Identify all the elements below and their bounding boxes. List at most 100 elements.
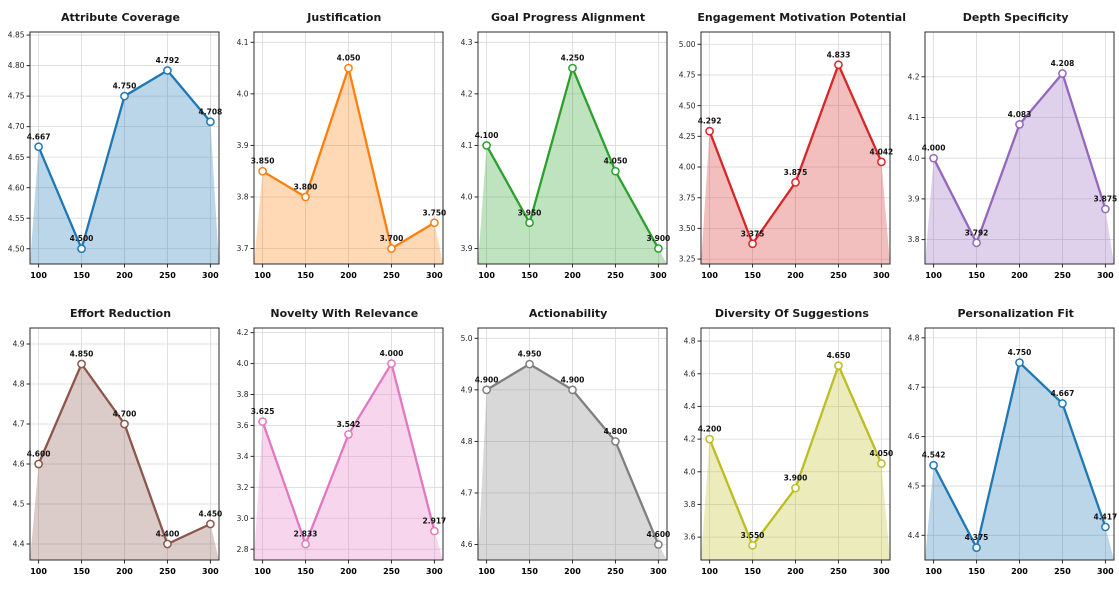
subplot-diversity-of-suggestions: Diversity Of Suggestions 3.6 3.8 4.0 4.2 4.4 4… (671, 296, 895, 592)
chart-canvas: 4.4 4.5 4.6 4.7 4.8 100 150 200 250 300 4.542 4.375… (908, 327, 1117, 576)
chart-canvas: 3.7 3.8 3.9 4.0 4.1 100 150 200 250 300 3.850 3.800… (236, 31, 446, 280)
data-point-label: 4.400 (156, 530, 180, 539)
x-axis-tick-label: 150 (968, 567, 985, 576)
subplot-actionability: Actionability 4.6 4.7 4.8 4.9 5.0 100 150 200 250… (448, 296, 672, 592)
y-axis-tick-label: 3.6 (236, 421, 248, 430)
y-axis-tick-label: 2.8 (236, 545, 248, 554)
data-point-marker (1058, 69, 1067, 78)
area-fill (701, 64, 891, 264)
x-axis-tick-label: 250 (607, 567, 624, 576)
x-axis-tick-label: 100 (30, 567, 47, 576)
x-axis-tick-label: 200 (116, 567, 133, 576)
data-point-label: 3.375 (741, 229, 765, 238)
x-axis-tick-label: 200 (340, 567, 357, 576)
chart-canvas: 4.4 4.5 4.6 4.7 4.8 4.9 100 150 200 250 300 4.600 4.… (13, 327, 222, 576)
y-axis-tick-label: 4.4 (908, 531, 920, 540)
data-point-marker (705, 126, 715, 136)
x-axis-tick-label: 150 (745, 271, 762, 280)
data-point-marker (429, 526, 439, 536)
data-point-marker (343, 63, 353, 73)
x-axis-tick-label: 200 (1011, 271, 1028, 280)
data-point-marker (972, 543, 982, 553)
data-point-marker (877, 157, 887, 167)
x-axis-tick-label: 300 (202, 271, 219, 280)
y-axis-tick-label: 4.6 (460, 540, 472, 549)
y-axis-tick-label: 4.6 (684, 369, 696, 378)
data-point-label: 3.700 (379, 234, 403, 243)
x-axis-tick-label: 300 (426, 567, 443, 576)
y-axis-tick-label: 4.0 (236, 89, 248, 98)
y-axis-tick-label: 4.85 (8, 31, 25, 40)
x-axis-tick-label: 100 (30, 271, 47, 280)
data-point-label: 4.250 (560, 54, 584, 63)
area-fill (925, 73, 1115, 264)
subplot-novelty-with-relevance: Novelty With Relevance 2.8 3.0 3.2 3.4 3.6 3.8… (224, 296, 448, 592)
x-axis-tick-label: 250 (159, 567, 176, 576)
chart-title: Diversity Of Suggestions (714, 307, 869, 320)
y-axis-tick-label: 3.9 (460, 244, 472, 253)
data-point-marker (1058, 399, 1067, 408)
data-point-label: 3.792 (965, 228, 989, 237)
data-point-label: 4.000 (379, 349, 403, 358)
x-axis-tick-label: 150 (73, 271, 90, 280)
data-point-marker (1101, 522, 1110, 532)
x-axis-tick-label: 100 (254, 567, 271, 576)
data-point-marker (343, 430, 353, 439)
data-point-label: 4.100 (474, 131, 498, 140)
chart-canvas: 3.9 4.0 4.1 4.2 4.3 100 150 200 250 300 4.100 3.950… (460, 31, 670, 280)
data-point-label: 4.792 (156, 56, 180, 65)
subplot-attribute-coverage: Attribute Coverage 4.50 4.55 4.60 4.65 4.70 4.… (0, 0, 224, 296)
data-point-label: 4.708 (199, 107, 223, 116)
x-axis-tick-label: 200 (340, 271, 357, 280)
x-axis-tick-label: 250 (607, 271, 624, 280)
x-axis-tick-label: 150 (521, 567, 538, 576)
y-axis-tick-label: 4.9 (460, 385, 472, 394)
y-axis-tick-label: 3.7 (236, 244, 248, 253)
data-point-marker (610, 437, 620, 446)
data-point-marker (258, 166, 267, 176)
data-point-label: 4.050 (870, 449, 894, 458)
data-point-label: 4.500 (70, 234, 94, 243)
data-point-marker (653, 540, 663, 549)
data-point-label: 4.000 (922, 144, 946, 153)
data-point-label: 4.542 (922, 451, 946, 460)
x-axis-tick-label: 250 (1054, 567, 1071, 576)
data-point-label: 3.900 (784, 474, 808, 483)
data-point-marker (653, 244, 663, 253)
y-axis-tick-label: 4.5 (13, 500, 25, 509)
data-point-label: 4.667 (27, 132, 51, 141)
y-axis-tick-label: 4.2 (460, 89, 472, 98)
data-point-marker (386, 359, 396, 368)
data-point-marker (929, 153, 939, 163)
data-point-label: 4.950 (517, 350, 541, 359)
y-axis-tick-label: 4.7 (908, 383, 920, 392)
data-point-label: 4.900 (474, 375, 498, 384)
data-point-marker (386, 244, 396, 253)
data-point-label: 3.800 (293, 182, 317, 191)
data-point-label: 2.917 (422, 517, 446, 526)
subplot-engagement-motivation-potential: Engagement Motivation Potential 3.25 3.50 3… (671, 0, 906, 296)
x-axis-tick-label: 250 (830, 271, 847, 280)
x-axis-tick-label: 300 (873, 567, 890, 576)
y-axis-tick-label: 3.8 (908, 235, 920, 244)
data-point-label: 3.875 (1094, 195, 1118, 204)
x-axis-tick-label: 150 (521, 271, 538, 280)
x-axis-tick-label: 200 (564, 567, 581, 576)
area-fill (253, 68, 443, 264)
data-point-label: 4.650 (827, 351, 851, 360)
y-axis-tick-label: 4.8 (908, 333, 920, 342)
x-axis-tick-label: 150 (73, 567, 90, 576)
subplot-personalization-fit: Personalization Fit 4.4 4.5 4.6 4.7 4.8 100 150… (895, 296, 1119, 592)
data-point-label: 3.950 (517, 208, 541, 217)
data-point-marker (163, 539, 172, 549)
chart-title: Goal Progress Alignment (491, 11, 646, 24)
chart-canvas: 3.6 3.8 4.0 4.2 4.4 4.6 4.8 100 150 200 250 300 4.20… (684, 327, 894, 576)
chart-title: Engagement Motivation Potential (697, 11, 906, 24)
y-axis-tick-label: 4.55 (8, 214, 25, 223)
data-point-label: 4.900 (560, 375, 584, 384)
chart-canvas: 3.8 3.9 4.0 4.1 4.2 100 150 200 250 300 4.000 3.792… (908, 31, 1118, 280)
data-point-label: 4.208 (1051, 59, 1075, 68)
y-axis-tick-label: 3.25 (679, 255, 696, 264)
y-axis-tick-label: 5.00 (679, 40, 696, 49)
y-axis-tick-label: 4.00 (679, 163, 696, 172)
